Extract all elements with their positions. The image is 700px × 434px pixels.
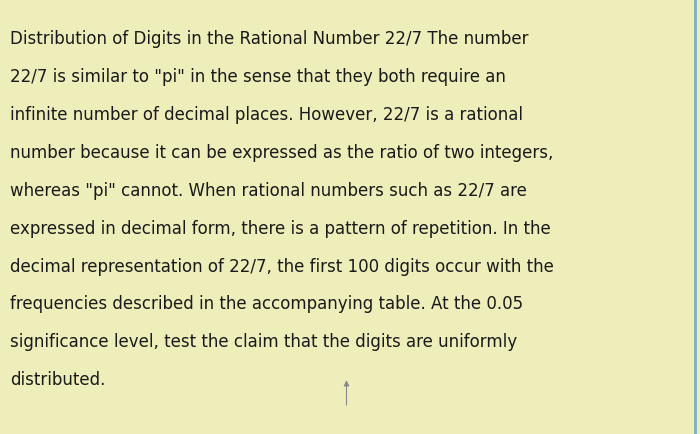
Text: frequencies described in the accompanying table. At the 0.05: frequencies described in the accompanyin… — [10, 295, 524, 312]
Text: number because it can be expressed as the ratio of two integers,: number because it can be expressed as th… — [10, 144, 554, 161]
Text: expressed in decimal form, there is a pattern of repetition. In the: expressed in decimal form, there is a pa… — [10, 219, 552, 237]
Text: 22/7 is similar to "pi" in the sense that they both require an: 22/7 is similar to "pi" in the sense tha… — [10, 68, 506, 86]
Text: distributed.: distributed. — [10, 370, 106, 388]
Text: significance level, test the claim that the digits are uniformly: significance level, test the claim that … — [10, 332, 517, 350]
Text: whereas "pi" cannot. When rational numbers such as 22/7 are: whereas "pi" cannot. When rational numbe… — [10, 181, 527, 199]
Text: decimal representation of 22/7, the first 100 digits occur with the: decimal representation of 22/7, the firs… — [10, 257, 554, 275]
Text: Distribution of Digits in the Rational Number 22/7 The number: Distribution of Digits in the Rational N… — [10, 30, 529, 48]
Text: infinite number of decimal places. However, 22/7 is a rational: infinite number of decimal places. Howev… — [10, 106, 524, 124]
